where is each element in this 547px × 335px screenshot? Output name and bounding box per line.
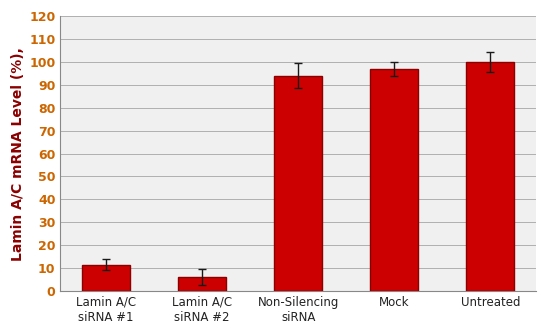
Bar: [466, 62, 514, 291]
Bar: [178, 277, 226, 291]
Y-axis label: Lamin A/C mRNA Level (%),: Lamin A/C mRNA Level (%),: [11, 47, 25, 261]
Bar: [82, 265, 130, 291]
Bar: [370, 69, 418, 291]
Bar: [274, 76, 322, 291]
